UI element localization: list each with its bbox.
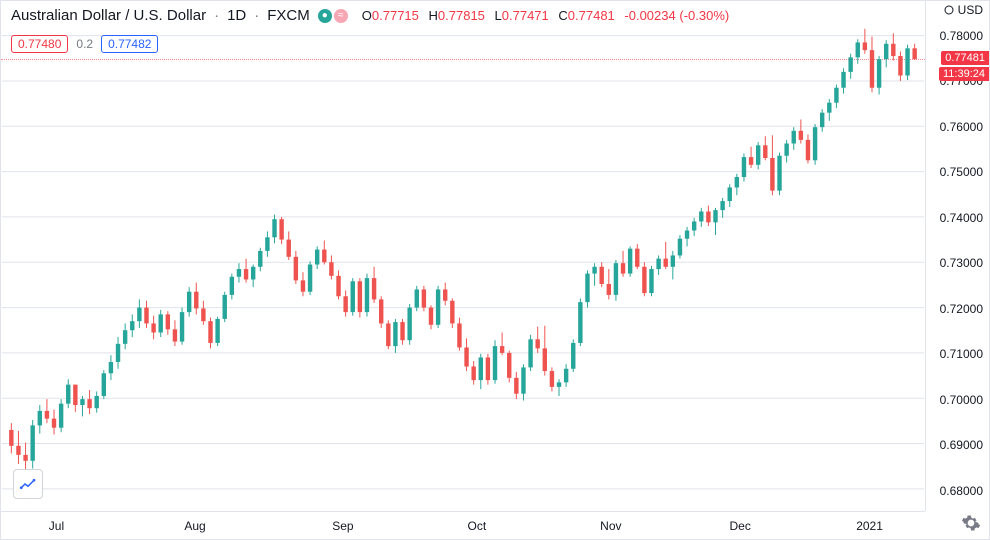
y-tick-label: 0.70000 [940,393,983,407]
separator-dot: · [214,7,219,24]
x-tick-label: Nov [600,519,621,533]
x-tick-label: Aug [184,519,205,533]
ohlc-close: 0.77481 [568,8,615,23]
bid-ask-row: 0.77480 0.2 0.77482 [11,35,158,53]
x-tick-label: Sep [332,519,353,533]
y-axis-unit: USD [944,3,983,17]
x-axis[interactable]: Jul Aug Sep Oct Nov Dec 2021 [1,511,925,539]
x-tick-label: Jul [49,519,64,533]
chart-logo-icon [19,475,37,493]
bid-badge[interactable]: 0.77480 [11,35,68,53]
spread-label: 0.2 [76,37,93,51]
gear-icon [961,513,981,533]
y-tick-label: 0.75000 [940,165,983,179]
y-tick-label: 0.71000 [940,347,983,361]
countdown-tag: 11:39:24 [939,67,989,81]
ohlc-change-pct: (-0.30%) [679,8,729,23]
x-tick-label: 2021 [856,519,883,533]
chart-settings-button[interactable] [961,513,981,533]
delay-status-icon: ≈ [334,9,348,23]
y-tick-label: 0.69000 [940,438,983,452]
y-tick-label: 0.76000 [940,120,983,134]
y-axis[interactable]: USD 0.68000 0.69000 0.70000 0.71000 0.72000 0… [925,1,989,511]
chart-header: Australian Dollar / U.S. Dollar · 1D · F… [11,7,729,24]
y-tick-label: 0.73000 [940,256,983,270]
ohlc-low: 0.77471 [502,8,549,23]
chart-plot-area[interactable] [1,1,925,511]
exchange-label[interactable]: FXCM [267,7,310,24]
x-tick-label: Dec [730,519,751,533]
ohlc-change: -0.00234 [624,8,675,23]
tradingview-logo-button[interactable] [13,469,43,499]
separator-dot: · [254,7,259,24]
y-tick-label: 0.72000 [940,302,983,316]
status-pills: ● ≈ [318,9,348,23]
x-tick-label: Oct [468,519,487,533]
ohlc-open: 0.77715 [372,8,419,23]
chart-container: Australian Dollar / U.S. Dollar · 1D · F… [0,0,990,540]
last-price-tag: 0.77481 [941,51,989,65]
ohlc-readout: O0.77715 H0.77815 L0.77471 C0.77481 -0.0… [356,8,729,23]
ask-badge[interactable]: 0.77482 [101,35,158,53]
market-status-icon: ● [318,9,332,23]
y-tick-label: 0.78000 [940,29,983,43]
candlestick-layer [1,1,925,511]
ohlc-high: 0.77815 [438,8,485,23]
circle-icon [944,5,954,15]
interval-label[interactable]: 1D [227,7,246,24]
y-tick-label: 0.74000 [940,211,983,225]
y-tick-label: 0.68000 [940,484,983,498]
symbol-title[interactable]: Australian Dollar / U.S. Dollar [11,7,206,24]
